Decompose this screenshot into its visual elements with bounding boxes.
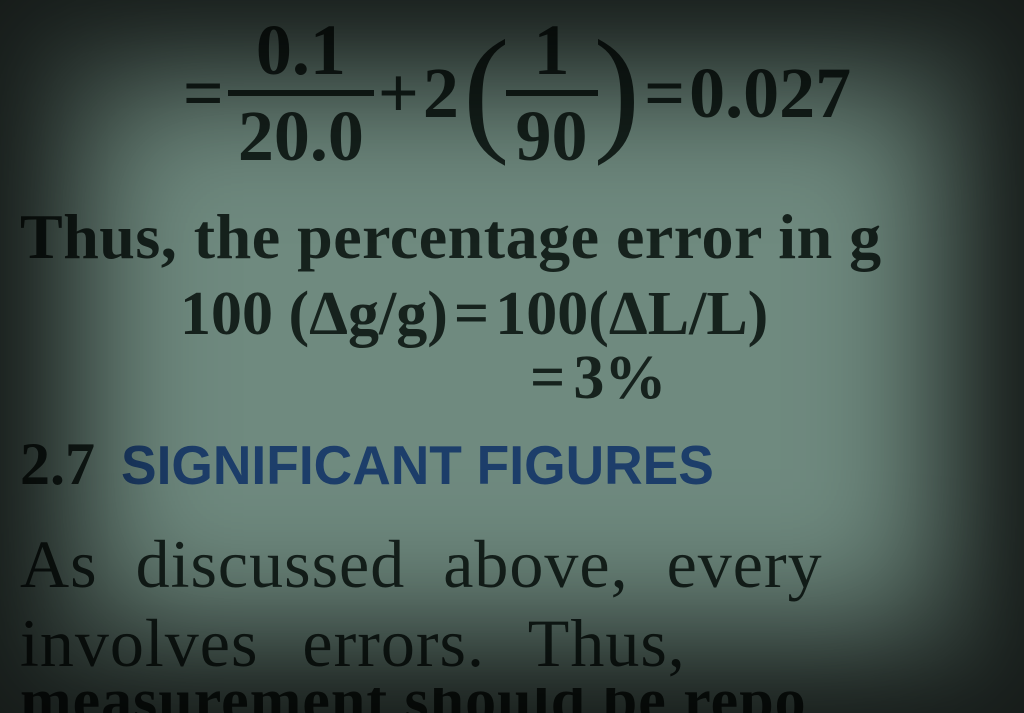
fraction-2-numerator: 1 — [524, 14, 580, 90]
equation-rhs: 100(ΔL/L) — [495, 280, 768, 348]
section-heading: 2.7 SIGNIFICANT FIGURES — [20, 430, 1014, 499]
paragraph-body: As discussed above, every involves error… — [20, 525, 1014, 681]
paragraph-line-2: involves errors. Thus, — [20, 604, 1014, 682]
section-title: SIGNIFICANT FIGURES — [121, 433, 714, 497]
page: = 0.1 20.0 + 2 1 90 = 0.027 Thus, the pe… — [0, 0, 1024, 713]
percentage-value: 3% — [573, 344, 666, 412]
paragraph-error-intro: Thus, the percentage error in g — [20, 200, 1014, 274]
cutoff-text: measurement should be repo — [20, 688, 1014, 713]
equation-lhs: 100 (Δg/g) — [180, 280, 448, 348]
equals-sign: = — [454, 280, 489, 348]
plus-sign: + — [378, 57, 419, 129]
fraction-2: 1 90 — [506, 14, 598, 172]
equals-sign: = — [530, 344, 565, 412]
paragraph-line-1: As discussed above, every — [20, 525, 1014, 603]
parenthesis-group: 1 90 — [463, 14, 640, 172]
equation-fraction-line: = 0.1 20.0 + 2 1 90 = 0.027 — [20, 14, 1014, 172]
fraction-1-denominator: 20.0 — [228, 96, 374, 172]
fraction-2-denominator: 90 — [506, 96, 598, 172]
equals-sign: = — [644, 57, 685, 129]
coefficient: 2 — [423, 57, 459, 129]
fraction-1-numerator: 0.1 — [246, 14, 356, 90]
equals-sign: = — [183, 57, 224, 129]
equation-result: 0.027 — [689, 57, 851, 129]
fraction-1: 0.1 20.0 — [228, 14, 374, 172]
equation-result-line: = 3% — [20, 344, 1014, 412]
equation-percentage-error: 100 (Δg/g) = 100(ΔL/L) — [20, 280, 1014, 348]
section-number: 2.7 — [20, 430, 95, 499]
